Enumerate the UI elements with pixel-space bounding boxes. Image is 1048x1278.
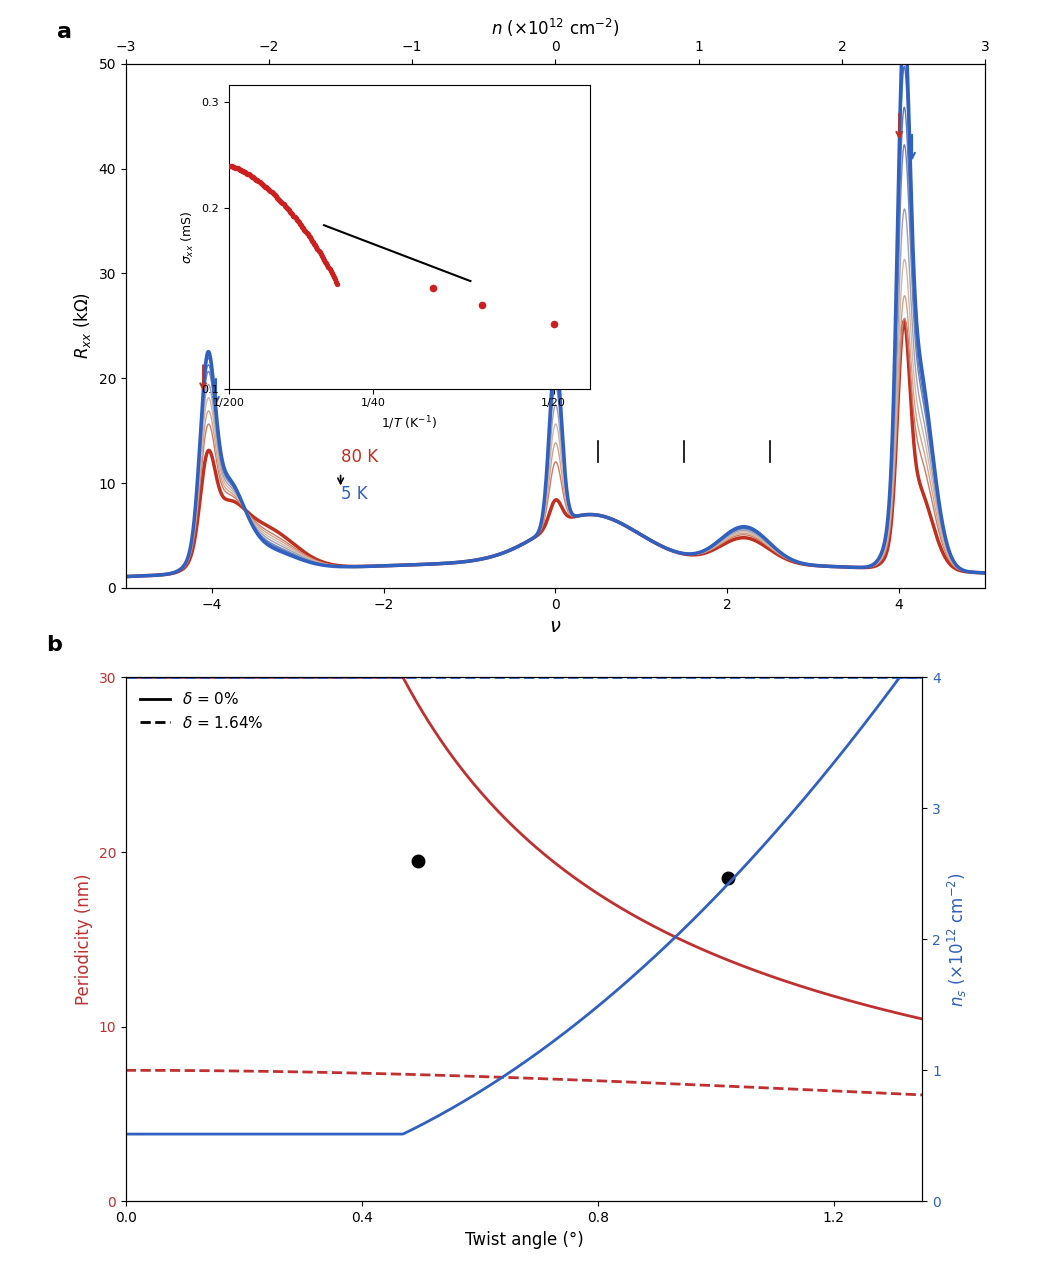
Legend: $\delta$ = 0%, $\delta$ = 1.64%: $\delta$ = 0%, $\delta$ = 1.64% bbox=[133, 685, 270, 737]
X-axis label: $\nu$: $\nu$ bbox=[549, 617, 562, 636]
Y-axis label: Periodicity (nm): Periodicity (nm) bbox=[74, 874, 93, 1005]
X-axis label: Twist angle (°): Twist angle (°) bbox=[464, 1231, 584, 1249]
Text: a: a bbox=[57, 22, 72, 42]
X-axis label: $n$ ($\times$10$^{12}$ cm$^{-2}$): $n$ ($\times$10$^{12}$ cm$^{-2}$) bbox=[492, 17, 619, 38]
Text: b: b bbox=[46, 635, 62, 656]
Text: 5 K: 5 K bbox=[341, 484, 367, 502]
Y-axis label: $n_s$ ($\times$10$^{12}$ cm$^{-2}$): $n_s$ ($\times$10$^{12}$ cm$^{-2}$) bbox=[946, 872, 969, 1007]
Text: 80 K: 80 K bbox=[341, 449, 377, 466]
Y-axis label: $R_{xx}$ (k$\Omega$): $R_{xx}$ (k$\Omega$) bbox=[72, 293, 93, 359]
